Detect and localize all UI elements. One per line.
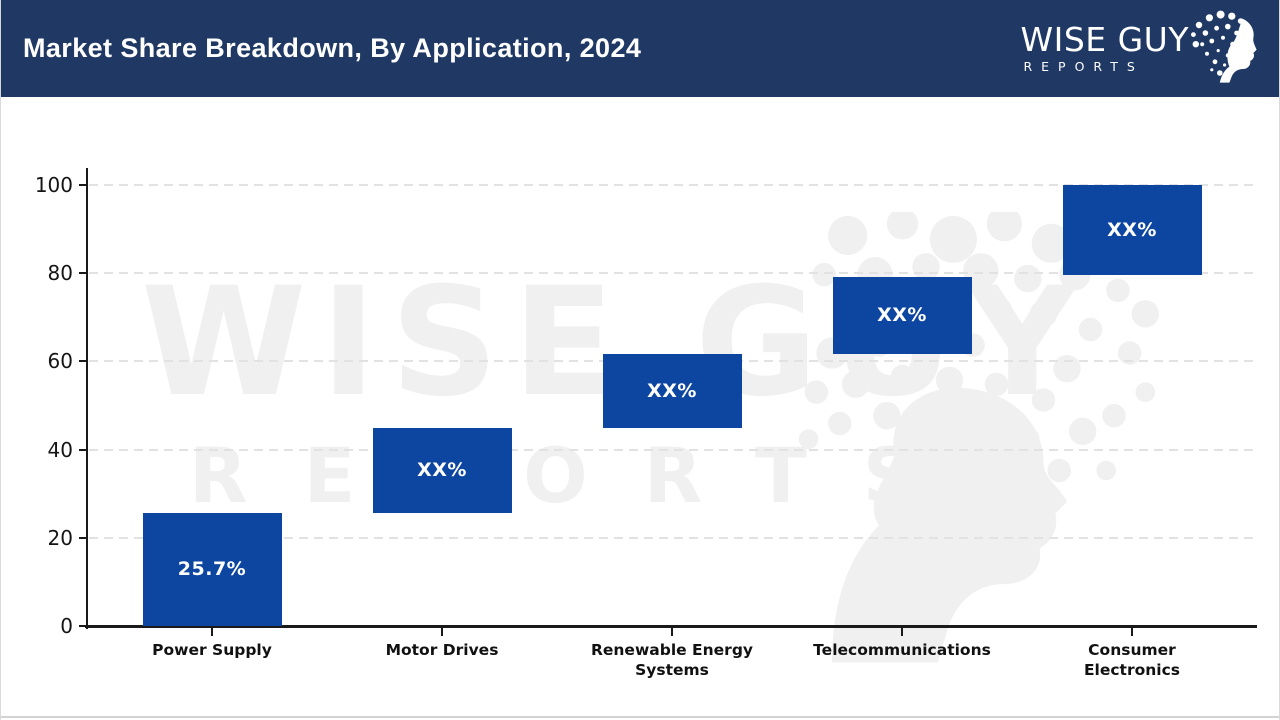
gridline-100 xyxy=(89,184,1257,186)
bar-value-label: XX% xyxy=(877,304,927,327)
y-tick-label: 40 xyxy=(47,437,73,462)
y-tick-label: 60 xyxy=(47,349,73,374)
logo-head-icon xyxy=(1191,10,1257,83)
category-label-line: Power Supply xyxy=(152,641,272,659)
y-axis-tick-mark xyxy=(79,625,87,627)
x-axis-tick-mark xyxy=(1131,628,1133,636)
category-label-telecommunications: Telecommunications xyxy=(787,640,1017,660)
y-axis-tick-mark xyxy=(79,536,87,539)
bar-value-label: 25.7% xyxy=(177,558,247,581)
gridline-20 xyxy=(89,536,1257,539)
y-tick-label: 100 xyxy=(34,173,73,197)
y-tick-label: 20 xyxy=(47,525,73,550)
bar-motor-drives: XX% xyxy=(372,427,512,513)
x-axis-tick-mark xyxy=(901,628,903,636)
category-label-consumer-electronics: Consumer Electronics xyxy=(1017,640,1247,681)
y-tick-label: 0 xyxy=(60,614,73,638)
logo-brand-text: WISE GUY xyxy=(1020,20,1189,59)
category-label-line: Telecommunications xyxy=(813,641,991,659)
category-label-line: Consumer xyxy=(1088,641,1176,659)
header-bar: Market Share Breakdown, By Application, … xyxy=(1,0,1279,97)
y-axis-tick-mark xyxy=(79,448,87,451)
y-axis-tick-mark xyxy=(79,360,87,363)
logo-reports-text: REPORTS xyxy=(1023,59,1144,74)
x-axis-tick-mark xyxy=(441,628,443,636)
gridline-80 xyxy=(89,272,1257,275)
category-label-line: Systems xyxy=(635,661,709,680)
category-label-power-supply: Power Supply xyxy=(97,640,327,660)
x-axis-tick-mark xyxy=(211,628,213,636)
bar-value-label: XX% xyxy=(417,459,467,482)
bar-telecommunications: XX% xyxy=(832,276,972,354)
page-title: Market Share Breakdown, By Application, … xyxy=(23,33,642,63)
x-axis-line xyxy=(85,625,1257,628)
bar-value-label: XX% xyxy=(647,379,697,402)
category-label-line: Motor Drives xyxy=(385,641,499,659)
bar-power-supply: 25.7% xyxy=(142,512,282,626)
category-label-motor-drives: Motor Drives xyxy=(327,640,557,660)
x-axis-tick-mark xyxy=(671,628,673,636)
category-label-line: Renewable Energy xyxy=(590,641,754,659)
gridline-40 xyxy=(89,448,1257,451)
y-axis-line xyxy=(86,168,88,629)
y-axis-tick-mark xyxy=(79,272,87,275)
category-label-line: Electronics xyxy=(1083,661,1181,680)
bar-consumer-electronics: XX% xyxy=(1062,185,1202,275)
y-axis-tick-mark xyxy=(79,184,87,186)
bottom-border-line xyxy=(1,716,1279,718)
bar-value-label: XX% xyxy=(1107,218,1157,241)
category-label-renewable-energy-systems: Renewable Energy Systems xyxy=(557,640,787,681)
logo-text-column: WISE GUY REPORTS xyxy=(1020,23,1189,74)
wise-guy-reports-logo: WISE GUY REPORTS xyxy=(1020,8,1263,90)
bar-renewable-energy-systems: XX% xyxy=(602,353,742,428)
y-tick-label: 80 xyxy=(47,261,73,286)
